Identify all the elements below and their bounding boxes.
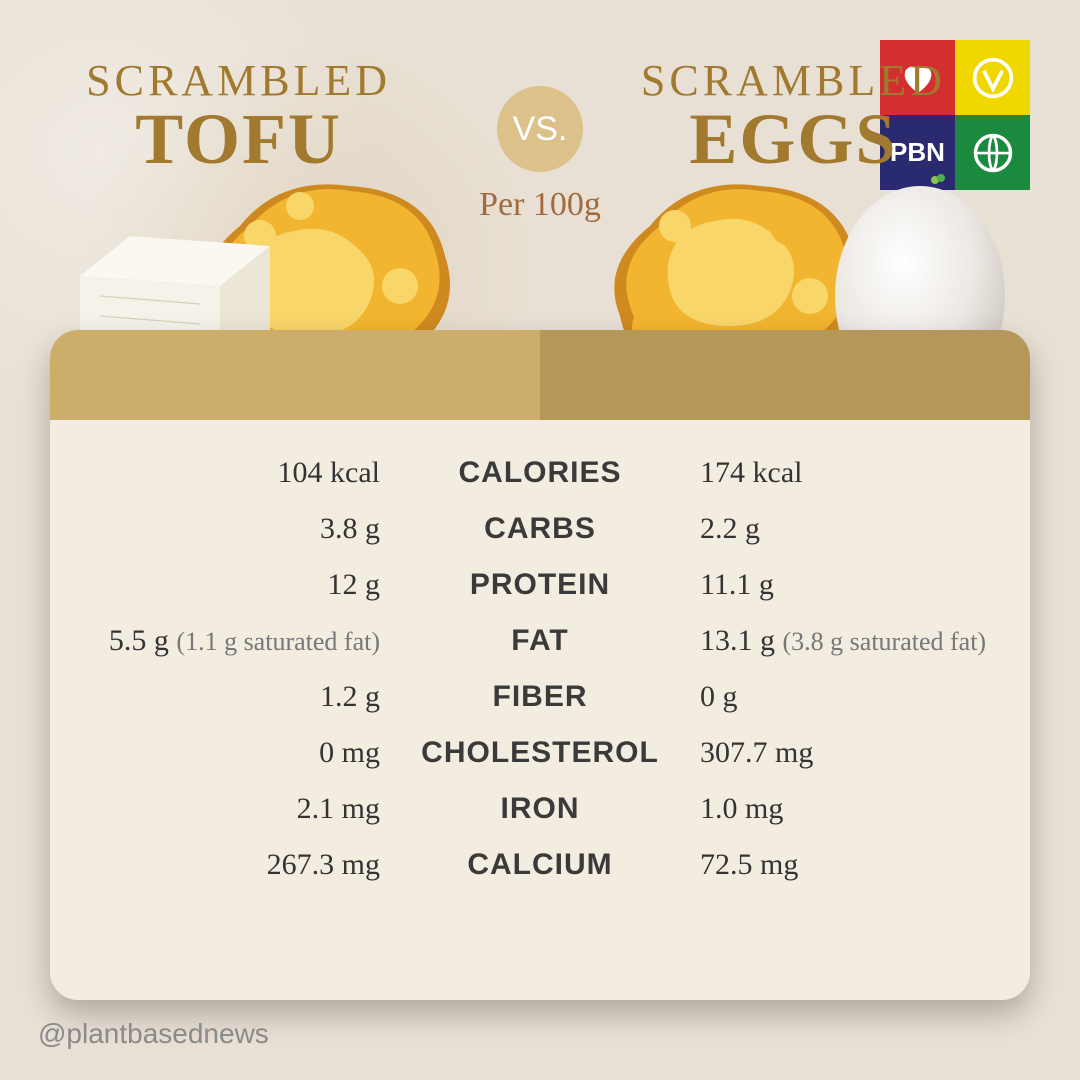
table-row: 0 mg CHOLESTEROL307.7 mg — [80, 736, 1000, 770]
eggs-value: 11.1 g — [680, 568, 1000, 602]
tofu-value: 267.3 mg — [80, 848, 400, 882]
tofu-value: 12 g — [80, 568, 400, 602]
nutrient-label: FAT — [400, 624, 680, 658]
tofu-value: 0 mg — [80, 736, 400, 770]
nutrient-label: CALORIES — [400, 456, 680, 490]
social-handle: @plantbasednews — [38, 1018, 269, 1050]
table-row: 104 kcal CALORIES174 kcal — [80, 456, 1000, 490]
eggs-value: 307.7 mg — [680, 736, 1000, 770]
nutrient-label: CARBS — [400, 512, 680, 546]
nutrient-label: IRON — [400, 792, 680, 826]
table-row: 2.1 mg IRON1.0 mg — [80, 792, 1000, 826]
eggs-value: 13.1 g (3.8 g saturated fat) — [680, 624, 1000, 658]
nutrient-label: CHOLESTEROL — [400, 736, 680, 770]
eggs-value: 1.0 mg — [680, 792, 1000, 826]
food-illustrations — [0, 146, 1080, 356]
table-row: 5.5 g (1.1 g saturated fat)FAT13.1 g (3.… — [80, 624, 1000, 658]
tofu-value: 104 kcal — [80, 456, 400, 490]
table-row: 12 g PROTEIN11.1 g — [80, 568, 1000, 602]
nutrient-label: PROTEIN — [400, 568, 680, 602]
table-row: 267.3 mg CALCIUM72.5 mg — [80, 848, 1000, 882]
eggs-value: 72.5 mg — [680, 848, 1000, 882]
tofu-value: 2.1 mg — [80, 792, 400, 826]
title-tofu-small: SCRAMBLED — [86, 59, 391, 103]
tofu-value-sub: (1.1 g saturated fat) — [176, 627, 380, 656]
tofu-value: 5.5 g (1.1 g saturated fat) — [80, 624, 400, 658]
nutrient-label: CALCIUM — [400, 848, 680, 882]
card-header-left — [50, 330, 540, 420]
eggs-value-sub: (3.8 g saturated fat) — [783, 627, 987, 656]
card-header-right — [540, 330, 1030, 420]
eggs-value: 0 g — [680, 680, 1000, 714]
tofu-value: 3.8 g — [80, 512, 400, 546]
nutrient-label: FIBER — [400, 680, 680, 714]
eggs-value: 2.2 g — [680, 512, 1000, 546]
title-eggs-small: SCRAMBLED — [641, 59, 946, 103]
table-row: 1.2 g FIBER0 g — [80, 680, 1000, 714]
nutrition-table: 104 kcal CALORIES174 kcal 3.8 g CARBS2.2… — [50, 420, 1030, 924]
comparison-card: 104 kcal CALORIES174 kcal 3.8 g CARBS2.2… — [50, 330, 1030, 1000]
eggs-value: 174 kcal — [680, 456, 1000, 490]
tofu-value: 1.2 g — [80, 680, 400, 714]
table-row: 3.8 g CARBS2.2 g — [80, 512, 1000, 546]
card-header-strip — [50, 330, 1030, 420]
